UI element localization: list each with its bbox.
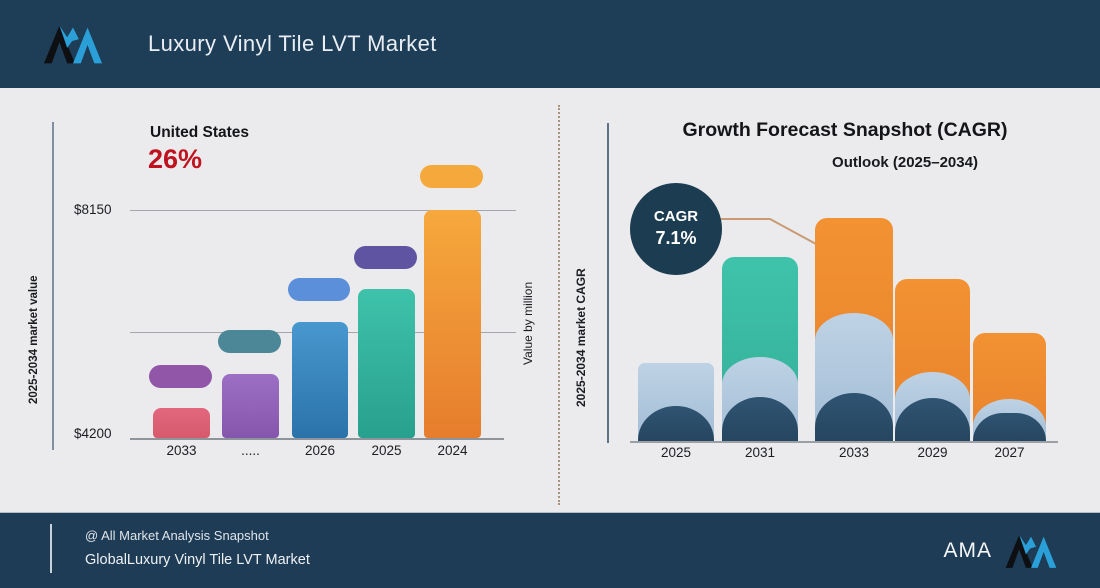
- left-y-tick-top: $8150: [74, 202, 112, 217]
- left-x-label-2024: 2024: [437, 443, 468, 458]
- right-chart-title: Growth Forecast Snapshot (CAGR): [682, 119, 1008, 141]
- right-x-label-2027: 2027: [994, 445, 1025, 460]
- left-chart-highlight-value: 26%: [148, 144, 203, 174]
- left-bar-2026: [292, 322, 348, 438]
- ama-logo-icon: [42, 19, 104, 69]
- content-area: 2025-2034 market value $8150 $4200 Unite…: [0, 88, 1100, 512]
- right-x-label-2031: 2031: [744, 445, 776, 460]
- left-x-label-2025: 2025: [371, 443, 402, 458]
- right-x-label-2029: 2029: [917, 445, 948, 460]
- footer-brand-text: AMA: [943, 539, 992, 562]
- right-x-axis: [630, 441, 1058, 443]
- left-bar-cap-2026: [288, 278, 350, 301]
- page-title: Luxury Vinyl Tile LVT Market: [148, 31, 437, 56]
- section-divider: [558, 105, 560, 505]
- cagr-badge: CAGR 7.1%: [630, 183, 722, 275]
- left-bar-.....: [222, 374, 279, 438]
- left-bar-cap-2025: [354, 246, 417, 269]
- left-y-tick-bottom: $4200: [74, 426, 112, 441]
- cagr-badge-label: CAGR: [653, 208, 699, 226]
- left-bars-layer: 2033..... 2026 2025 2024: [0, 88, 560, 512]
- left-gridline-top: [130, 210, 516, 211]
- footer-line1: @ All Market Analysis Snapshot: [85, 528, 269, 543]
- footer: @ All Market Analysis Snapshot GlobalLux…: [0, 512, 1100, 588]
- left-bar-cap-.....: [218, 330, 281, 353]
- left-bar-2025: [358, 289, 415, 438]
- right-y-axis: [607, 123, 609, 443]
- footer-divider: [50, 524, 52, 573]
- footer-brand: AMA: [943, 513, 1058, 588]
- right-x-label-2033: 2033: [838, 445, 870, 460]
- header: Luxury Vinyl Tile LVT Market: [0, 0, 1100, 90]
- right-bar-2033-navy-segment: [815, 393, 893, 441]
- footer-line2: GlobalLuxury Vinyl Tile LVT Market: [85, 552, 310, 568]
- cagr-badge-value: 7.1%: [655, 228, 697, 249]
- left-y-axis: [52, 122, 54, 450]
- right-x-label-2025: 2025: [660, 445, 692, 460]
- ama-logo-footer-icon: [1004, 530, 1058, 572]
- left-chart-region-label: United States: [150, 124, 250, 141]
- right-bars-layer: 2025 2031 2033 2029 2027: [0, 88, 1100, 512]
- left-bar-cap-2024: [420, 165, 483, 188]
- left-x-label-2026: 2026: [304, 443, 336, 458]
- left-x-axis: [130, 438, 504, 440]
- left-x-label-.....: .....: [241, 443, 260, 458]
- left-bar-cap-2033: [149, 365, 212, 388]
- left-bar-2024: [424, 210, 481, 438]
- left-x-label-2033: 2033: [166, 443, 197, 458]
- right-chart-subtitle: Outlook (2025–2034): [832, 154, 978, 171]
- right-bar-2027-navy-segment: [973, 413, 1046, 441]
- left-bar-2033: [153, 408, 210, 438]
